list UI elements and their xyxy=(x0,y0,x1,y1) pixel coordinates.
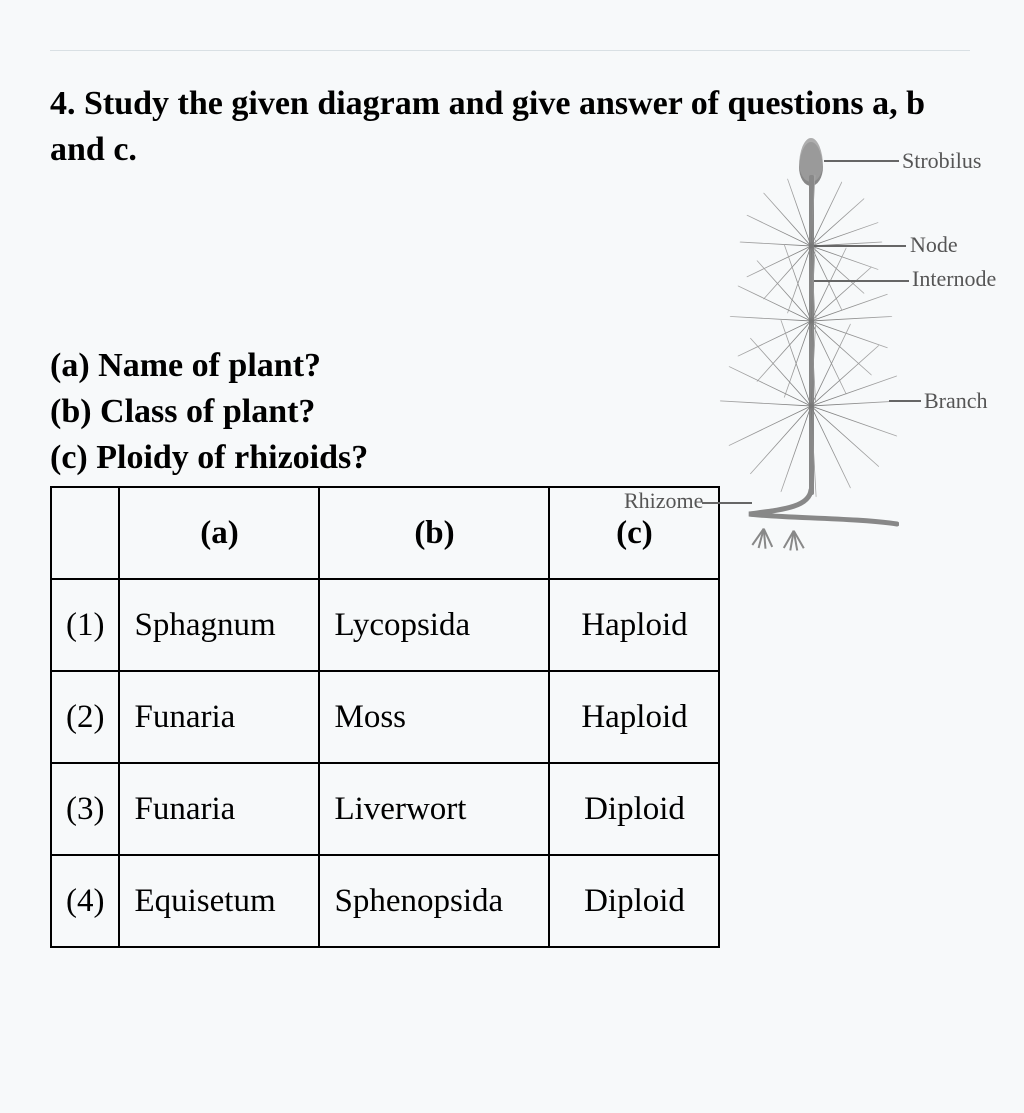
label-strobilus: Strobilus xyxy=(902,148,981,174)
cell-b: Liverwort xyxy=(319,763,549,855)
cell-a: Sphagnum xyxy=(119,579,319,671)
whorl-3 xyxy=(811,405,812,406)
label-branch: Branch xyxy=(924,388,988,414)
table-row: (2) Funaria Moss Haploid xyxy=(51,671,719,763)
header-blank xyxy=(51,487,119,579)
cell-c: Haploid xyxy=(549,579,719,671)
row-index: (2) xyxy=(51,671,119,763)
answer-table: (a) (b) (c) (1) Sphagnum Lycopsida Haplo… xyxy=(50,486,720,948)
table-row: (3) Funaria Liverwort Diploid xyxy=(51,763,719,855)
lead-rhizome xyxy=(702,502,752,504)
lead-internode xyxy=(814,280,909,282)
page-content: 4. Study the given diagram and give answ… xyxy=(50,50,980,948)
label-node: Node xyxy=(910,232,958,258)
cell-c: Diploid xyxy=(549,855,719,947)
row-index: (4) xyxy=(51,855,119,947)
cell-a: Funaria xyxy=(119,671,319,763)
whorl-1 xyxy=(811,245,812,246)
rhizoid-tuft xyxy=(794,530,795,531)
lead-strobilus xyxy=(824,160,899,162)
row-index: (1) xyxy=(51,579,119,671)
table-row: (4) Equisetum Sphenopsida Diploid xyxy=(51,855,719,947)
row-index: (3) xyxy=(51,763,119,855)
top-divider xyxy=(50,50,970,51)
rhizoid-tuft xyxy=(764,528,765,529)
cell-b: Moss xyxy=(319,671,549,763)
cell-c: Diploid xyxy=(549,763,719,855)
lead-node xyxy=(814,245,906,247)
cell-a: Funaria xyxy=(119,763,319,855)
cell-a: Equisetum xyxy=(119,855,319,947)
lead-branch xyxy=(889,400,921,402)
cell-b: Sphenopsida xyxy=(319,855,549,947)
label-rhizome: Rhizome xyxy=(624,488,703,514)
table-header-row: (a) (b) (c) xyxy=(51,487,719,579)
table-row: (1) Sphagnum Lycopsida Haploid xyxy=(51,579,719,671)
cell-c: Haploid xyxy=(549,671,719,763)
plant-diagram: Strobilus Node Internode Branch Rhizome xyxy=(654,130,984,580)
label-internode: Internode xyxy=(912,266,996,292)
header-b: (b) xyxy=(319,487,549,579)
question-number: 4. xyxy=(50,85,76,122)
cell-b: Lycopsida xyxy=(319,579,549,671)
header-a: (a) xyxy=(119,487,319,579)
whorl-2 xyxy=(811,320,812,321)
